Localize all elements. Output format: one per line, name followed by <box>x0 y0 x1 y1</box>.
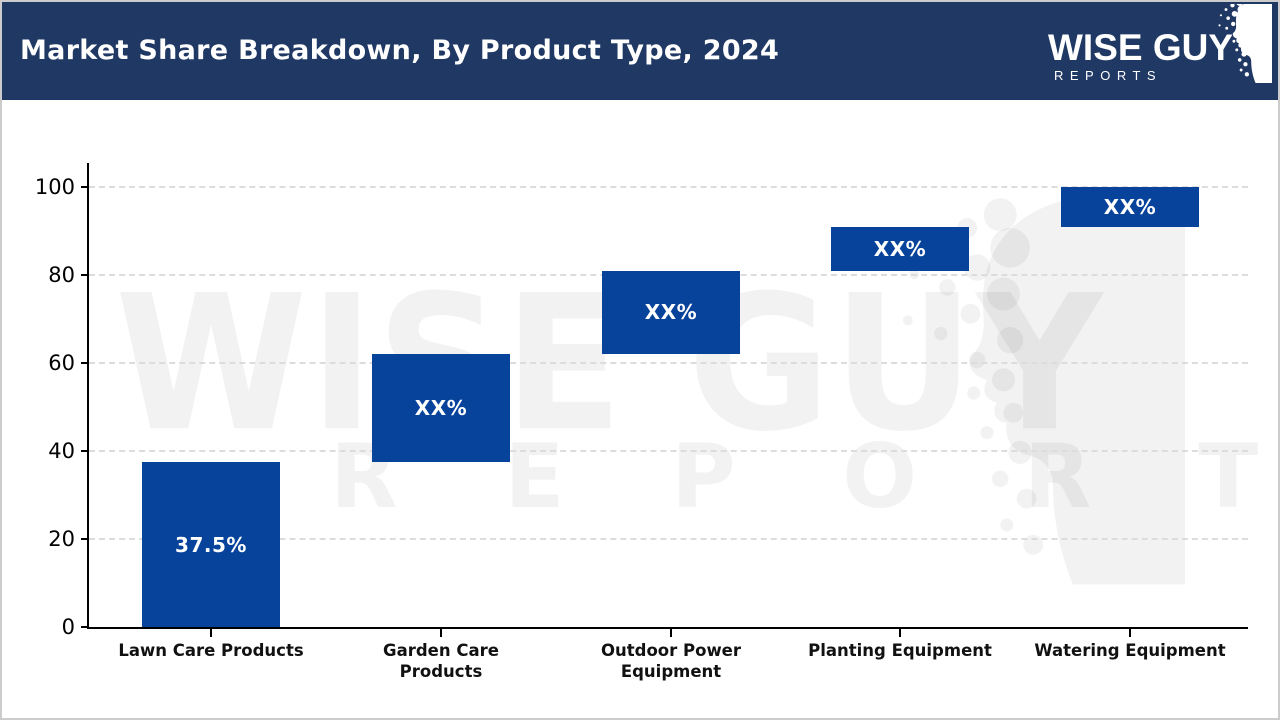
y-axis-label-20: 20 <box>48 527 75 551</box>
gridline-100 <box>89 186 1248 188</box>
x-axis-tick <box>210 629 212 637</box>
wise-guy-reports-logo: WISE GUY REPORTS <box>1048 4 1272 83</box>
category-label: Watering Equipment <box>1034 640 1225 661</box>
y-axis-tick-80 <box>81 274 89 276</box>
category-label: Lawn Care Products <box>118 640 303 661</box>
y-axis-tick-40 <box>81 450 89 452</box>
category-label-line: Equipment <box>620 662 722 681</box>
category-label: Outdoor Power Equipment <box>601 640 741 682</box>
bar-segment <box>831 226 969 271</box>
y-axis-tick-20 <box>81 538 89 540</box>
bar-segment <box>372 354 510 462</box>
bar-segment <box>142 462 280 627</box>
y-axis-label-40: 40 <box>48 439 75 463</box>
category-label-line: Watering Equipment <box>1034 641 1226 660</box>
y-axis-line <box>87 163 89 629</box>
category-label-line: Lawn Care Products <box>118 641 304 660</box>
logo-wiseguy-text: WISE GUY <box>1048 27 1233 68</box>
header: Market Share Breakdown, By Product Type,… <box>0 0 1280 100</box>
y-axis-label-60: 60 <box>48 351 75 375</box>
bar-segment <box>1061 187 1199 227</box>
bar-segment <box>602 270 740 355</box>
bar-value-label: XX% <box>414 396 468 421</box>
x-axis-tick <box>899 629 901 637</box>
y-axis-label-0: 0 <box>61 615 75 639</box>
x-axis-tick <box>670 629 672 637</box>
category-label: Planting Equipment <box>808 640 992 661</box>
category-label-line: Garden Care <box>383 641 499 660</box>
bar-value-label: XX% <box>644 300 698 325</box>
y-axis-label-80: 80 <box>48 263 75 287</box>
gridline-60 <box>89 362 1248 364</box>
x-axis-line <box>87 627 1248 629</box>
gridline-40 <box>89 450 1248 452</box>
y-axis-tick-0 <box>81 626 89 628</box>
y-axis-tick-100 <box>81 186 89 188</box>
category-label-line: Planting Equipment <box>808 641 992 660</box>
logo-reports-text: REPORTS <box>1054 68 1162 83</box>
y-axis-label-100: 100 <box>34 175 75 199</box>
category-label-line: Outdoor Power <box>600 641 742 660</box>
chart-title: Market Share Breakdown, By Product Type,… <box>20 34 780 66</box>
category-label: Garden Care Products <box>383 640 499 682</box>
bar-value-label: 37.5% <box>175 532 247 557</box>
x-axis-tick <box>440 629 442 637</box>
gridline-20 <box>89 538 1248 540</box>
category-label-line: Products <box>399 662 483 681</box>
y-axis-tick-60 <box>81 362 89 364</box>
bar-value-label: XX% <box>1103 194 1157 219</box>
x-axis-tick <box>1129 629 1131 637</box>
bar-value-label: XX% <box>873 236 927 261</box>
